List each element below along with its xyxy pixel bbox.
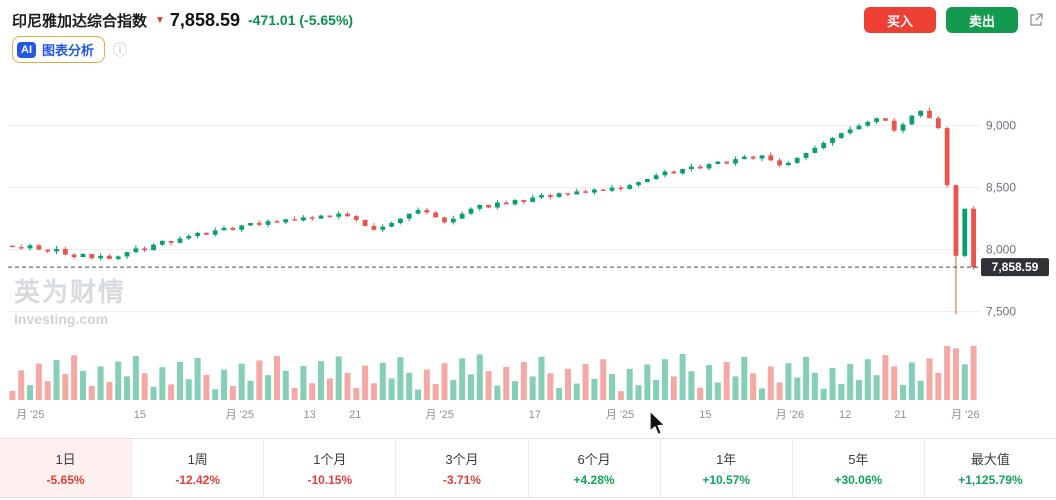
y-axis-label: 8,500 <box>986 181 1016 195</box>
ai-chart-analysis-button[interactable]: AI 图表分析 <box>12 36 106 63</box>
x-axis-label: 月 '25 <box>16 409 44 421</box>
period-label: 5年 <box>848 452 869 467</box>
price-down-arrow-icon: ▼ <box>155 14 165 26</box>
last-price-tag-label: 7,858.59 <box>992 260 1039 274</box>
ai-analysis-label: 图表分析 <box>42 43 95 58</box>
period-tab-6[interactable]: 1年 +10.57% <box>660 439 793 497</box>
grid-lines: 9,000 8,500 8,000 7,500 <box>8 119 1016 319</box>
x-axis-label: 21 <box>894 409 906 421</box>
x-axis-label: 13 <box>304 409 316 421</box>
x-axis-label: 17 <box>529 409 541 421</box>
period-label: 最大值 <box>970 452 1010 467</box>
period-label: 1周 <box>187 452 208 467</box>
x-axis-label: 月 '25 <box>606 409 634 421</box>
info-icon[interactable]: ⓘ <box>113 41 128 58</box>
period-tab-3[interactable]: 1个月 -10.15% <box>264 439 397 497</box>
x-axis-label: 15 <box>134 409 146 421</box>
last-price: 7,858.59 <box>169 9 240 30</box>
price-change: -471.01 (-5.65%) <box>248 12 354 28</box>
period-change-value: +10.57% <box>702 473 751 487</box>
y-axis-label: 8,000 <box>986 243 1016 257</box>
x-axis-label: 21 <box>349 409 361 421</box>
x-axis-label: 月 '25 <box>425 409 453 421</box>
x-axis-label: 12 <box>839 409 851 421</box>
period-tab-5[interactable]: 6个月 +4.28% <box>528 439 661 497</box>
header: 印尼雅加达综合指数 ▼ 7,858.59 -471.01 (-5.65%) 买入… <box>0 0 1056 40</box>
x-axis: 月 '25 15 月 '25 13 21 月 '25 17 月 '25 15 月 '26 12 21 月… <box>16 409 979 421</box>
x-axis-label: 15 <box>699 409 711 421</box>
y-axis-label: 7,500 <box>986 305 1016 319</box>
period-change-value: -3.71% <box>442 473 481 487</box>
candles <box>10 107 976 315</box>
instrument-title: 印尼雅加达综合指数 <box>12 12 148 30</box>
period-label: 1年 <box>716 452 737 467</box>
period-tab-7[interactable]: 5年 +30.06% <box>792 439 925 497</box>
period-label: 6个月 <box>577 452 611 467</box>
period-change-value: -12.42% <box>175 473 221 487</box>
sell-button[interactable]: 卖出 <box>946 7 1018 33</box>
period-selector: 1日 -5.65% 1周 -12.42% 1个月 -10.15% 3个月 -3.71% 6个月 +… <box>0 438 1056 498</box>
header-actions: 买入 卖出 <box>864 7 1044 33</box>
period-tab-8[interactable]: 最大值 +1,125.79% <box>924 439 1056 497</box>
period-tab-2[interactable]: 1周 -12.42% <box>132 439 265 497</box>
ai-badge-icon: AI <box>17 41 36 58</box>
share-icon[interactable] <box>1028 12 1044 28</box>
y-axis-label: 9,000 <box>986 119 1016 133</box>
volume-bars <box>9 346 977 400</box>
period-change-value: +4.28% <box>573 473 615 487</box>
buy-button[interactable]: 买入 <box>864 7 936 33</box>
period-change-value: +1,125.79% <box>958 473 1023 487</box>
period-label: 1日 <box>55 452 76 467</box>
period-change-value: +30.06% <box>834 473 883 487</box>
x-axis-label: 月 '26 <box>951 409 979 421</box>
period-change-value: -5.65% <box>46 473 85 487</box>
period-change-value: -10.15% <box>307 473 353 487</box>
x-axis-label: 月 '26 <box>776 409 804 421</box>
last-price-tag <box>981 258 1049 277</box>
period-label: 3个月 <box>445 452 479 467</box>
period-tab-1[interactable]: 1日 -5.65% <box>0 439 133 497</box>
period-label: 1个月 <box>313 452 347 467</box>
x-axis-label: 月 '25 <box>226 409 254 421</box>
chart-toolbar: AI 图表分析 ⓘ <box>12 36 127 63</box>
period-tab-4[interactable]: 3个月 -3.71% <box>396 439 529 497</box>
